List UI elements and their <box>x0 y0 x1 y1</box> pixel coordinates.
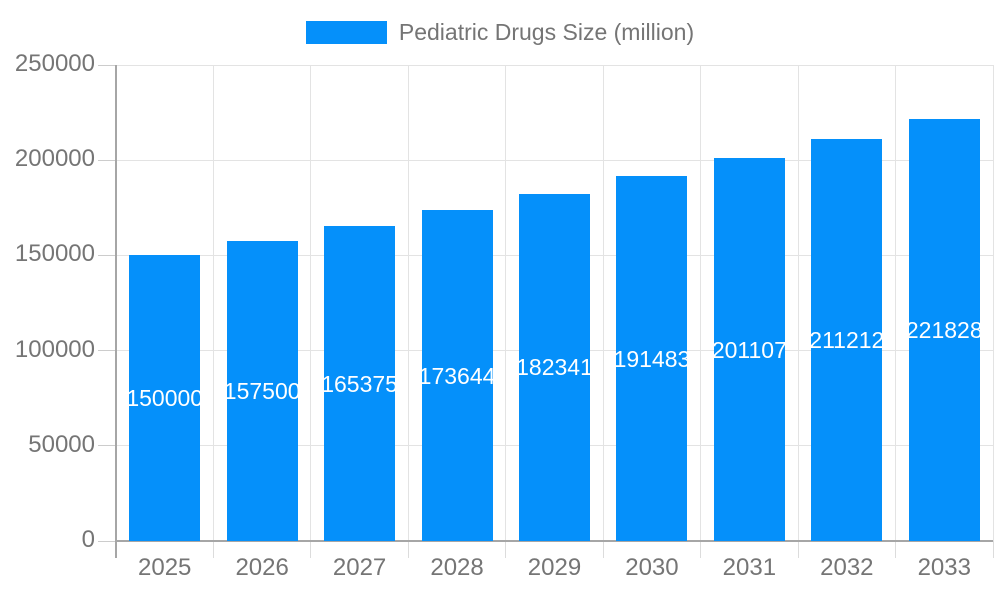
gridline-vertical <box>700 65 702 541</box>
x-tick-label: 2025 <box>138 554 192 581</box>
x-tick-mark <box>602 541 604 558</box>
x-tick-mark <box>797 541 799 558</box>
x-tick-mark <box>505 541 507 558</box>
legend-swatch[interactable] <box>305 21 387 44</box>
gridline-vertical <box>407 65 409 541</box>
y-tick-label: 100000 <box>14 335 95 363</box>
gridline-vertical <box>797 65 799 541</box>
y-tick-label: 200000 <box>14 145 95 173</box>
x-tick-mark <box>310 541 312 558</box>
bar <box>226 241 298 541</box>
x-tick-label: 2031 <box>722 554 777 581</box>
bar <box>713 158 785 541</box>
x-tick-label: 2027 <box>332 554 387 581</box>
gridline-vertical <box>505 65 507 541</box>
bar <box>811 138 883 541</box>
gridline-vertical <box>310 65 312 541</box>
y-tick-mark <box>98 159 116 161</box>
bar <box>324 226 396 541</box>
gridline-vertical <box>895 65 897 541</box>
x-tick-label: 2028 <box>430 554 484 581</box>
x-tick-label: 2029 <box>527 554 582 581</box>
y-tick-label: 250000 <box>14 50 95 77</box>
gridline-horizontal <box>116 64 993 66</box>
bar <box>616 176 688 541</box>
x-tick-label: 2030 <box>625 554 679 581</box>
x-tick-mark <box>895 541 897 558</box>
gridline-vertical <box>212 65 214 541</box>
x-tick-label: 2026 <box>235 554 289 581</box>
x-tick-label: 2032 <box>820 554 874 581</box>
y-tick-mark <box>98 350 116 352</box>
y-tick-mark <box>98 540 116 542</box>
bar <box>908 118 980 541</box>
legend-label[interactable]: Pediatric Drugs Size (million) <box>398 19 695 45</box>
gridline-horizontal <box>116 159 993 161</box>
y-tick-mark <box>98 254 116 256</box>
y-tick-mark <box>98 445 116 447</box>
x-tick-mark <box>700 541 702 558</box>
gridline-vertical <box>602 65 604 541</box>
x-tick-label: 2033 <box>917 554 971 581</box>
x-axis-line <box>116 540 993 542</box>
y-tick-label: 50000 <box>28 430 95 458</box>
y-tick-label: 150000 <box>14 240 95 268</box>
bar <box>421 210 493 541</box>
bar <box>519 193 590 541</box>
legend: Pediatric Drugs Size (million) <box>0 19 1000 46</box>
y-tick-mark <box>98 64 116 66</box>
x-tick-mark <box>992 541 994 558</box>
x-tick-mark <box>212 541 214 558</box>
bar <box>129 255 201 541</box>
x-tick-mark <box>407 541 409 558</box>
y-axis-line <box>115 65 117 558</box>
y-tick-label: 0 <box>81 526 95 553</box>
gridline-vertical <box>992 65 994 541</box>
